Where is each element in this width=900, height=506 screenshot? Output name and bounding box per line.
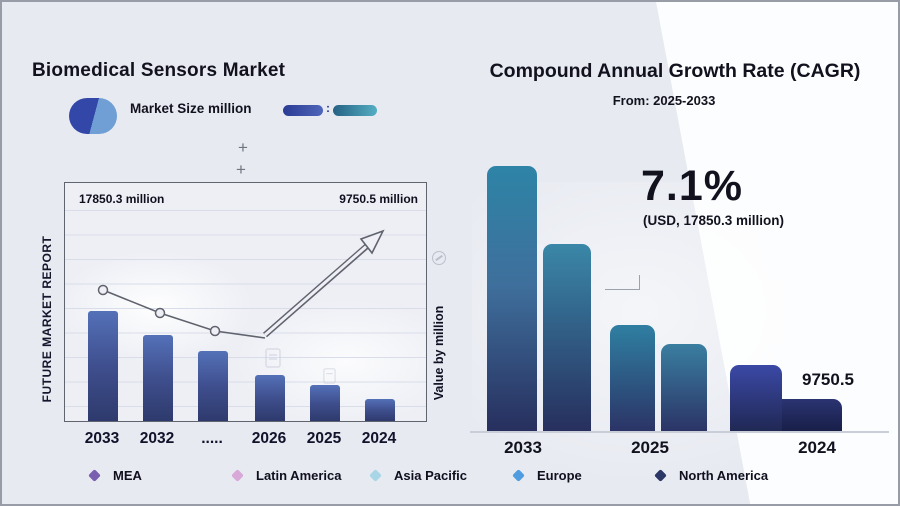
cagr-chart-baseline [470,431,889,433]
x-tick-2033: 2033 [84,430,120,447]
x-tick-2024: 2024 [361,430,397,447]
market-size-bar-2033 [88,311,118,421]
circled-dash-icon [432,251,446,265]
cagr-bar-high-2025 [610,325,655,431]
legend-diamond-icon [369,469,382,482]
plus-decoration: + [236,160,246,179]
x-tick-.....: ..... [201,430,223,447]
bar-gap-decoration [655,344,661,396]
cagr-subtitle: From: 2025-2033 [612,93,716,108]
legend-label: Latin America [256,468,342,483]
bar-gap-decoration [537,244,543,379]
cagr-group-2033 [487,166,591,431]
annotation-max-value: 17850.3 million [79,192,165,206]
legend-diamond-icon [231,469,244,482]
legend-diamond-icon [654,469,667,482]
legend-item-latin-america: Latin America [231,468,342,483]
cagr-value: 7.1% [641,162,744,210]
cagr-bar-low-2024 [782,399,842,431]
annotation-min-value: 9750.5 million [339,192,418,206]
value-axis-label: Value by million [432,305,446,401]
legend-item-europe: Europe [512,468,582,483]
cagr-x-tick-2025: 2025 [631,438,669,457]
future-market-report-watermark: FUTURE MARKET REPORT [40,235,54,403]
data-label-9750: 9750.5 [802,370,854,389]
ratio-pill-teal-icon [333,105,377,116]
cagr-note: (USD, 17850.3 million) [643,213,785,228]
legend-diamond-icon [512,469,525,482]
ratio-separator: : [326,101,330,115]
cagr-group-2025 [610,325,707,431]
market-size-legend-label: Market Size million [130,101,252,116]
cagr-bar-low-2033 [543,244,591,431]
x-tick-2025: 2025 [306,430,342,447]
legend-diamond-icon [88,469,101,482]
legend-item-asia-pacific: Asia Pacific [369,468,467,483]
cagr-group-2024 [730,365,842,431]
clipboard-watermark-icon [265,348,281,368]
legend-label: Asia Pacific [394,468,467,483]
ratio-pill-blue-icon [283,105,323,116]
cagr-bar-low-2025 [661,344,707,431]
cagr-bar-high-2024 [730,365,782,431]
cagr-x-tick-2024: 2024 [798,438,836,457]
x-tick-2032: 2032 [139,430,175,447]
capsule-icon [69,98,117,134]
x-tick-2026: 2026 [251,430,287,447]
market-size-bar-..... [198,351,228,421]
market-size-bar-2026 [255,375,285,421]
cagr-title: Compound Annual Growth Rate (CAGR) [489,60,861,82]
legend-item-north-america: North America [654,468,769,483]
plus-decoration: + [238,138,248,157]
market-size-bar-2025 [310,385,340,421]
legend-label: North America [679,468,769,483]
step-line-decoration [605,275,640,290]
market-size-chart-panel: 17850.3 million 9750.5 million [64,182,427,422]
market-size-bar-2032 [143,335,173,421]
trend-line-and-arrow [97,229,385,339]
market-size-bar-2024 [365,399,395,421]
legend-label: MEA [113,468,142,483]
cagr-bar-high-2033 [487,166,537,431]
legend-label: Europe [537,468,582,483]
clipboard-watermark-icon [323,368,336,384]
cagr-x-tick-2033: 2033 [504,438,542,457]
page-title: Biomedical Sensors Market [32,60,286,81]
legend-item-mea: MEA [88,468,142,483]
